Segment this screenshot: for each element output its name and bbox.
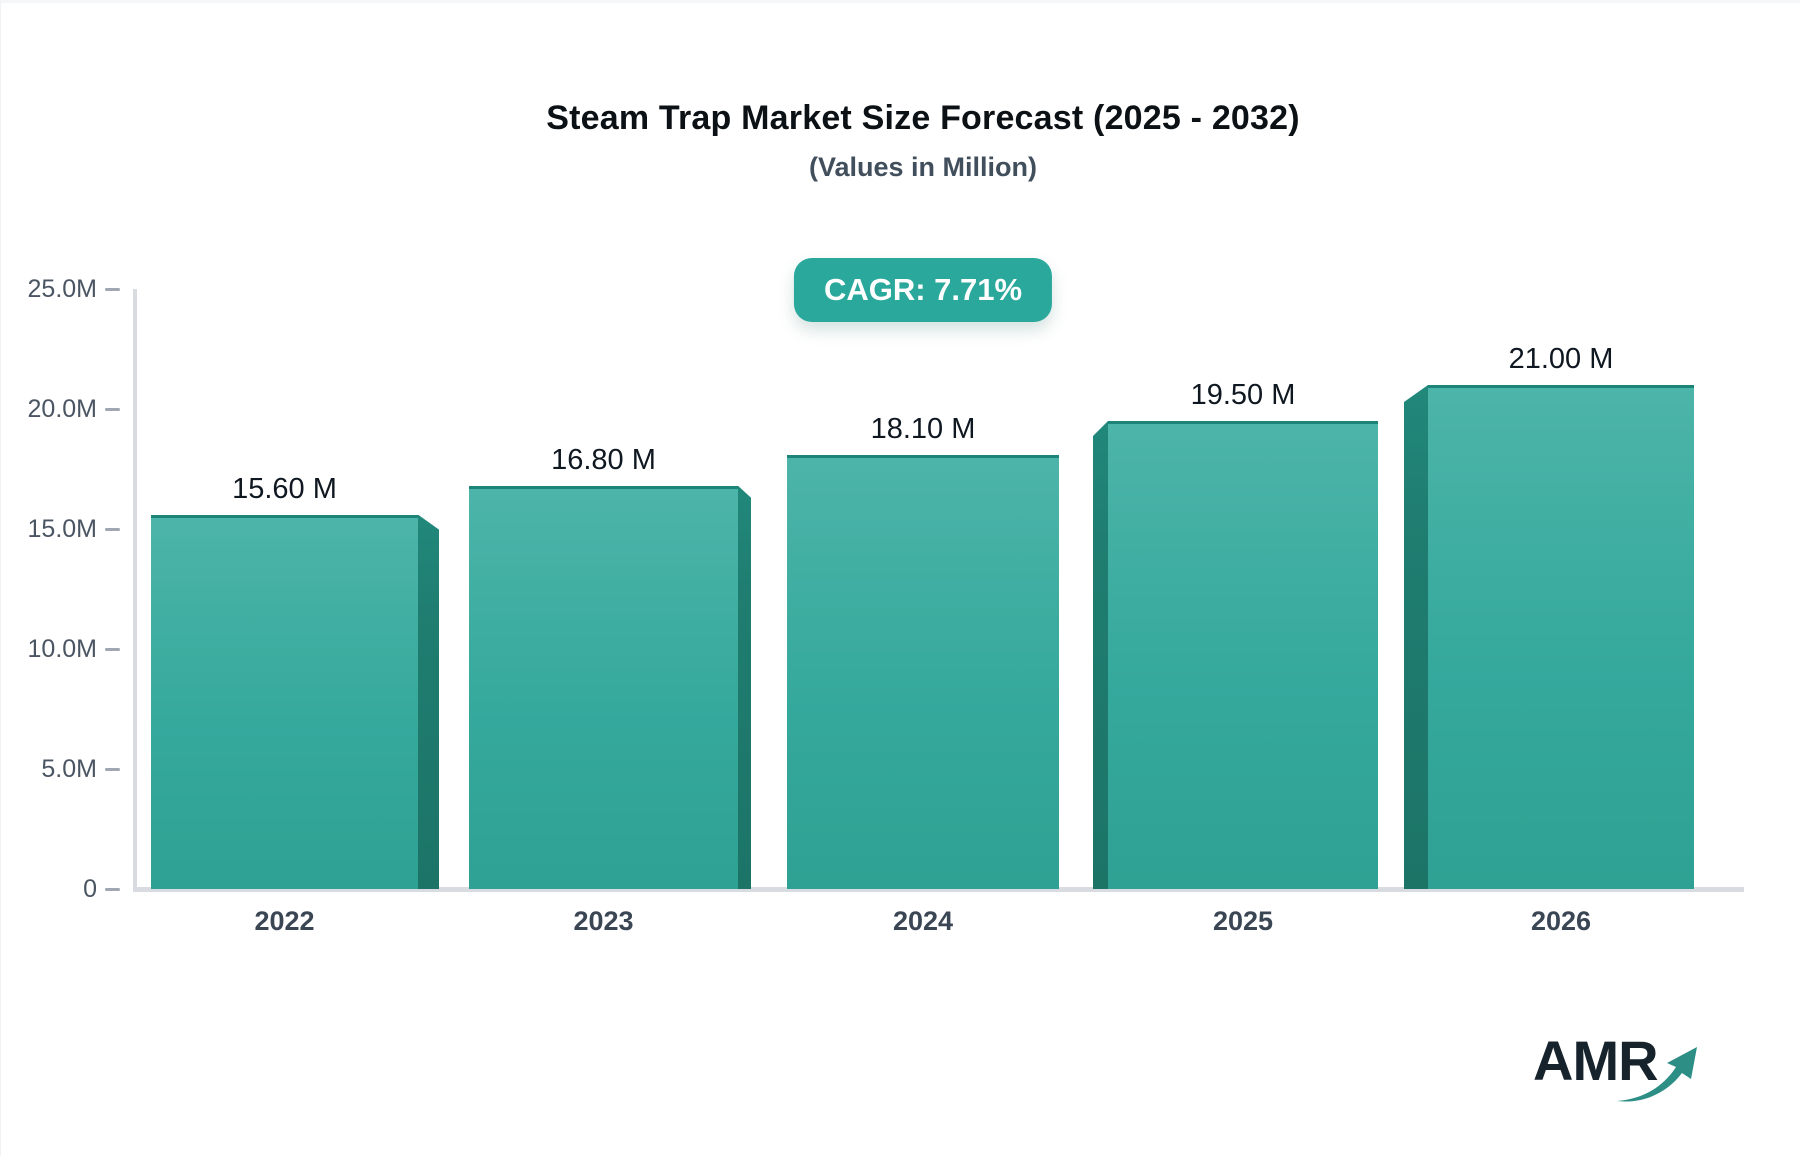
amr-logo-text: AMR: [1533, 1029, 1659, 1092]
y-axis-tick-mark: [105, 768, 120, 771]
y-axis-tick-mark: [105, 888, 120, 891]
y-axis-tick-label-5.0M: 5.0M: [41, 755, 97, 783]
amr-logo: AMR: [1533, 1031, 1713, 1111]
y-axis-tick-mark: [105, 648, 120, 651]
x-axis-label-2025: 2025: [1212, 906, 1274, 936]
bar-2023: [469, 485, 738, 889]
y-axis-tick-label-20.0M: 20.0M: [27, 395, 97, 423]
y-axis-tick-mark: [105, 288, 120, 291]
bar-side-face-2026: [1404, 385, 1428, 889]
y-axis-tick-mark: [105, 528, 120, 531]
x-axis-label-2023: 2023: [573, 906, 634, 936]
bar-2024: [787, 454, 1059, 889]
bar-2022: [151, 514, 418, 889]
growth-arrow-icon: [1617, 1047, 1697, 1102]
x-axis-line: [133, 887, 1744, 892]
y-axis-tick-label-15.0M: 15.0M: [27, 515, 97, 543]
bar-value-label-2026: 21.00 M: [1508, 343, 1614, 375]
chart-title: Steam Trap Market Size Forecast (2025 - …: [546, 99, 1300, 137]
bar-value-label-2025: 19.50 M: [1190, 379, 1296, 411]
bar-value-label-2023: 16.80 M: [551, 443, 656, 476]
y-axis-tick-label-25.0M: 25.0M: [27, 275, 97, 303]
bar-side-face-2022: [418, 514, 439, 889]
chart-subtitle: (Values in Million): [808, 152, 1038, 182]
y-axis-tick-mark: [105, 408, 120, 411]
bar-value-label-2022: 15.60 M: [232, 472, 337, 505]
y-axis-tick-label-0: 0: [83, 875, 97, 903]
y-axis-line: [133, 289, 137, 889]
bar-side-face-2023: [738, 485, 751, 889]
x-axis-label-2024: 2024: [892, 906, 954, 936]
x-axis-label-2026: 2026: [1530, 906, 1592, 936]
bar-side-face-2025: [1093, 421, 1108, 889]
cagr-badge: CAGR: 7.71%: [793, 258, 1053, 322]
y-axis-tick-label-10.0M: 10.0M: [27, 635, 97, 663]
x-axis-label-2022: 2022: [254, 906, 315, 936]
bar-value-label-2024: 18.10 M: [870, 412, 976, 445]
bar-2026: [1428, 385, 1694, 889]
bar-2025: [1108, 421, 1378, 889]
